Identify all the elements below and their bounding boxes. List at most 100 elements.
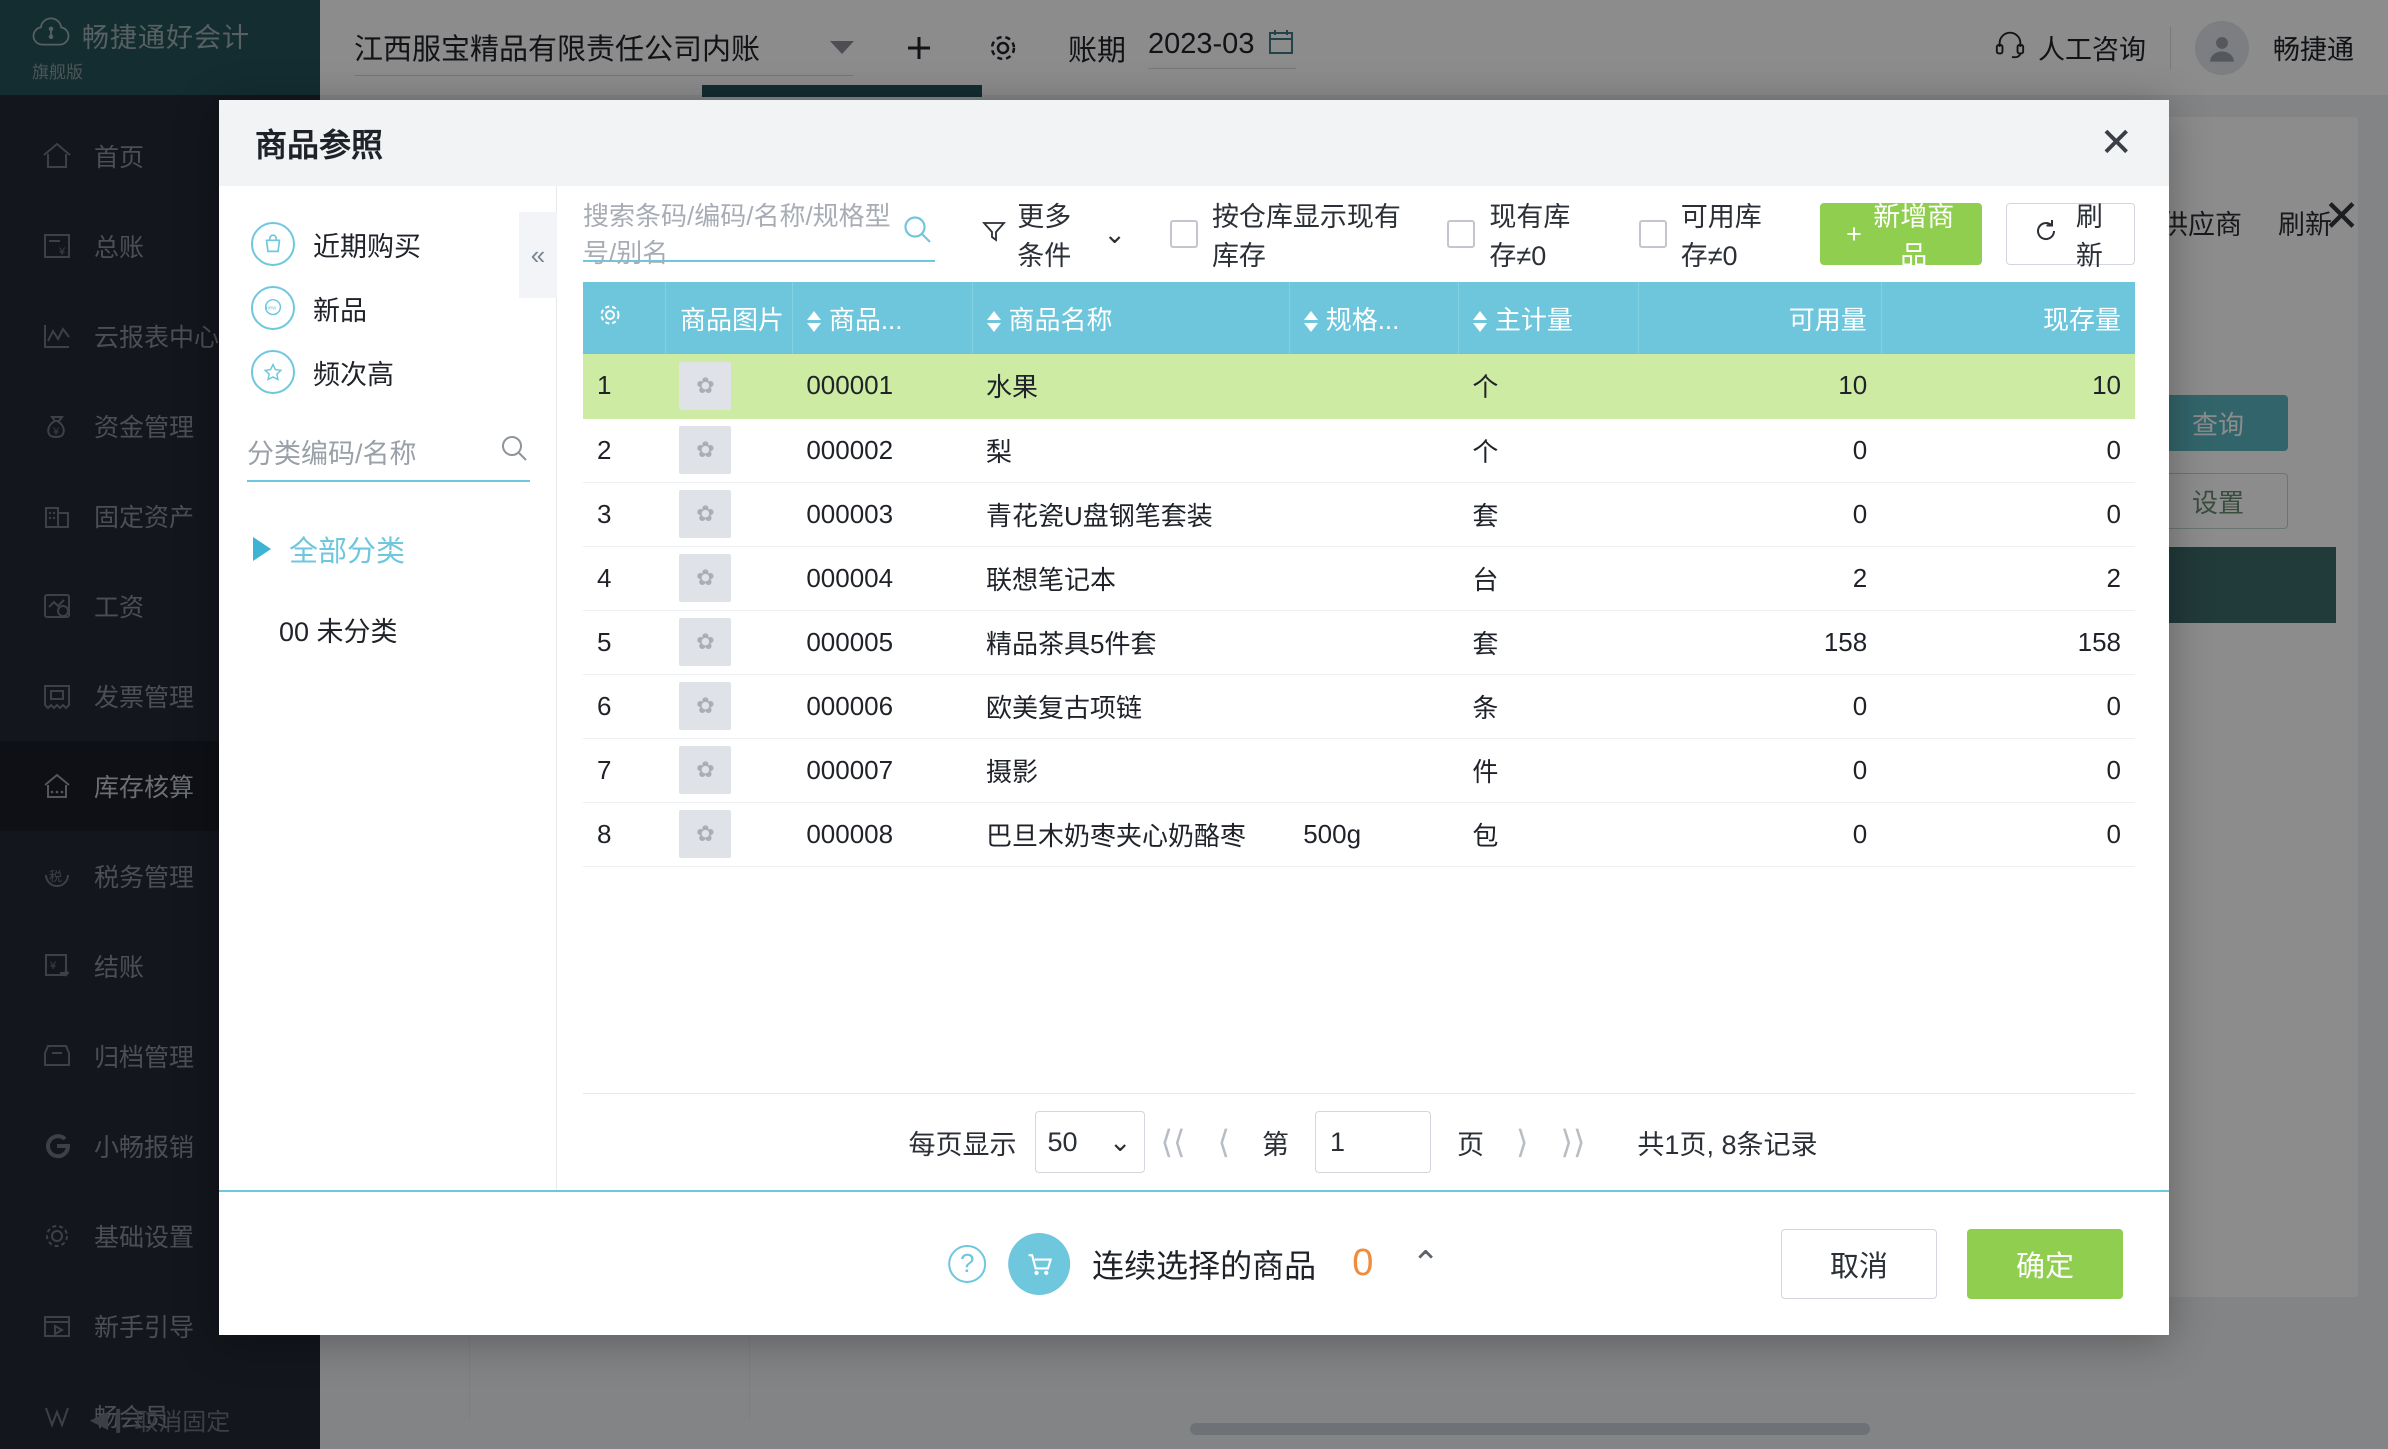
table-row[interactable]: 3 ✿ 000003 青花瓷U盘钢笔套装 套 0 0	[583, 482, 2135, 547]
logo-subtitle: 旗舰版	[32, 63, 83, 82]
sidebar-item-settings[interactable]: 基础设置	[0, 1191, 320, 1281]
last-page-icon[interactable]: ⟩⟩	[1560, 1124, 1586, 1160]
checkbox-by-warehouse[interactable]: 按仓库显示现有库存	[1169, 195, 1403, 273]
row-available: 0	[1638, 418, 1882, 483]
tree-node-all[interactable]: 全部分类	[219, 528, 556, 570]
table-row[interactable]: 8 ✿ 000008 巴旦木奶枣夹心奶酪枣 500g 包 0 0	[583, 802, 2135, 867]
row-index: 2	[583, 418, 666, 483]
table-row[interactable]: 2 ✿ 000002 梨 个 0 0	[583, 418, 2135, 483]
search-input[interactable]: 搜索条码/编码/名称/规格型号/别名	[583, 201, 936, 268]
tree-node-uncategorized[interactable]: 00 未分类	[219, 610, 556, 649]
checkbox-box[interactable]	[1169, 220, 1198, 248]
sidebar-item-tax[interactable]: 税 税务管理	[0, 831, 320, 921]
sidebar-item-close-books[interactable]: ¥ 结账	[0, 921, 320, 1011]
row-available: 10	[1638, 354, 1882, 419]
close-icon[interactable]: ✕	[2323, 192, 2360, 241]
search-icon[interactable]	[901, 213, 935, 254]
column-available[interactable]: 可用量	[1638, 282, 1882, 354]
more-conditions-button[interactable]: 更多条件 ⌄	[981, 195, 1126, 273]
row-image: ✿	[665, 802, 793, 867]
sidebar-item-label: 资金管理	[94, 414, 195, 442]
quick-filter-frequent[interactable]: 频次高	[219, 340, 556, 404]
column-name[interactable]: 商品名称	[972, 282, 1290, 354]
avatar[interactable]	[2195, 20, 2249, 75]
table-row[interactable]: 1 ✿ 000001 水果 个 10 10	[583, 354, 2135, 419]
background-refresh-label: 刷新	[2278, 210, 2332, 240]
user-name: 畅捷通	[2273, 35, 2354, 65]
plus-icon[interactable]	[900, 29, 938, 67]
triangle-right-icon[interactable]	[253, 537, 271, 561]
sidebar-item-invoice[interactable]: 发票管理	[0, 651, 320, 741]
column-spec[interactable]: 规格...	[1289, 282, 1459, 354]
sidebar-item-fixed-assets[interactable]: 固定资产	[0, 471, 320, 561]
gear-icon[interactable]	[597, 304, 623, 334]
row-image: ✿	[665, 738, 793, 803]
dialog-footer: ? 连续选择的商品 0 ⌃ 取消 确定	[219, 1190, 2169, 1335]
sidebar-item-expense[interactable]: 小畅报销	[0, 1101, 320, 1191]
sidebar-collapse-toggle[interactable]: ◀❙ 取消固定	[0, 1402, 320, 1437]
sidebar-item-guide[interactable]: 新手引导	[0, 1281, 320, 1371]
help-icon[interactable]: ?	[948, 1244, 987, 1283]
column-settings[interactable]	[583, 282, 666, 354]
confirm-button[interactable]: 确定	[1967, 1228, 2123, 1299]
period-picker[interactable]: 2023-03	[1148, 27, 1297, 69]
checkbox-available-nonzero[interactable]: 可用库存≠0	[1638, 195, 1786, 273]
quick-filter-recent[interactable]: 近期购买	[219, 212, 556, 276]
sort-icon[interactable]	[986, 311, 1001, 333]
column-unit[interactable]: 主计量	[1458, 282, 1639, 354]
column-onhand[interactable]: 现存量	[1881, 282, 2135, 354]
close-icon[interactable]: ✕	[2099, 121, 2133, 165]
selected-label: 连续选择的商品	[1092, 1247, 1317, 1284]
table-row[interactable]: 5 ✿ 000005 精品茶具5件套 套 158 158	[583, 610, 2135, 675]
checkbox-box[interactable]	[1638, 220, 1667, 248]
support-link[interactable]: 人工咨询	[1994, 28, 2146, 67]
search-icon[interactable]	[498, 432, 530, 471]
home-icon	[40, 139, 74, 173]
table-row[interactable]: 7 ✿ 000007 摄影 件 0 0	[583, 738, 2135, 803]
sort-icon[interactable]	[1303, 311, 1318, 333]
row-spec: 500g	[1289, 802, 1459, 867]
next-page-icon[interactable]: ⟩	[1515, 1124, 1529, 1160]
sidebar-item-vip[interactable]: 畅会员	[0, 1371, 320, 1449]
row-unit: 个	[1458, 418, 1639, 483]
checkbox-box[interactable]	[1447, 220, 1476, 248]
sidebar-item-funds[interactable]: ¥ 资金管理	[0, 381, 320, 471]
first-page-icon[interactable]: ⟨⟨	[1160, 1124, 1186, 1160]
page-input[interactable]: 1	[1314, 1111, 1431, 1173]
cancel-button[interactable]: 取消	[1781, 1228, 1937, 1299]
row-image: ✿	[665, 354, 793, 419]
sidebar-item-archive[interactable]: 归档管理	[0, 1011, 320, 1101]
sidebar-item-home[interactable]: 首页	[0, 111, 320, 201]
filter-toolbar: 搜索条码/编码/名称/规格型号/别名 更多条件 ⌄	[557, 186, 2169, 282]
category-search-input[interactable]: 分类编码/名称	[247, 422, 530, 482]
sidebar-item-ledger[interactable]: ¥ 总账	[0, 201, 320, 291]
column-image[interactable]: 商品图片	[665, 282, 793, 354]
sidebar-item-payroll[interactable]: 工资	[0, 561, 320, 651]
company-selector[interactable]: 江西服宝精品有限责任公司内账	[354, 20, 854, 76]
row-available: 158	[1638, 610, 1882, 675]
settings-button[interactable]: 设置	[2148, 473, 2288, 529]
refresh-button[interactable]: 刷新	[2005, 202, 2136, 271]
query-button[interactable]: 查询	[2148, 395, 2288, 451]
cart-icon[interactable]	[1008, 1232, 1071, 1295]
horizontal-scrollbar[interactable]	[1190, 1423, 1870, 1435]
gear-icon[interactable]	[984, 29, 1022, 67]
chevron-up-icon[interactable]: ⌃	[1411, 1244, 1440, 1283]
sort-icon[interactable]	[1472, 311, 1487, 333]
sidebar-item-cloud-report[interactable]: 云报表中心	[0, 291, 320, 381]
sort-icon[interactable]	[806, 311, 821, 333]
prev-page-icon[interactable]: ⟨	[1217, 1124, 1230, 1160]
close-books-icon: ¥	[40, 949, 74, 983]
table-row[interactable]: 4 ✿ 000004 联想笔记本 台 2 2	[583, 546, 2135, 611]
quick-filter-new[interactable]: new 新品	[219, 276, 556, 340]
column-code[interactable]: 商品...	[792, 282, 973, 354]
add-product-button[interactable]: + 新增商品	[1820, 202, 1982, 271]
row-spec	[1289, 674, 1459, 739]
row-onhand: 0	[1881, 418, 2135, 483]
row-available: 0	[1638, 674, 1882, 739]
double-chevron-left-icon[interactable]: «	[519, 212, 557, 298]
checkbox-onhand-nonzero[interactable]: 现有库存≠0	[1447, 195, 1594, 273]
table-row[interactable]: 6 ✿ 000006 欧美复古项链 条 0 0	[583, 674, 2135, 739]
row-index: 7	[583, 738, 666, 803]
per-page-select[interactable]: 50 ⌄	[1034, 1111, 1145, 1173]
